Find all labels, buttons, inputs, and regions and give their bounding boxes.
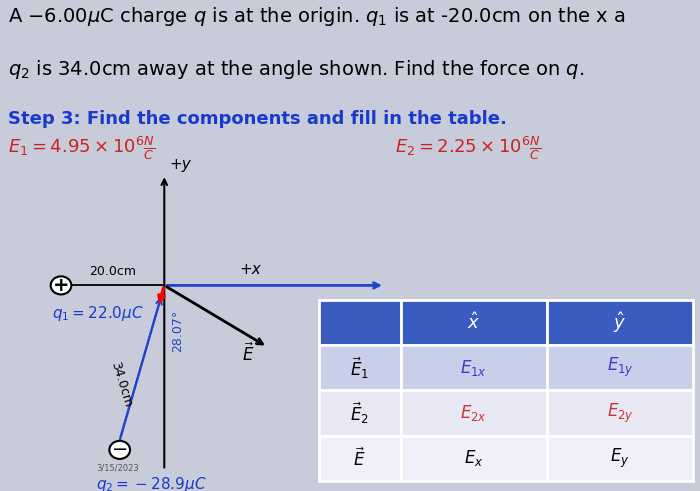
Text: 28.07°: 28.07°: [172, 309, 184, 352]
Text: $\hat{y}$: $\hat{y}$: [613, 310, 626, 335]
Text: $E_{1x}$: $E_{1x}$: [461, 358, 487, 378]
Text: $\vec{E}$: $\vec{E}$: [241, 343, 254, 365]
Text: $\hat{x}$: $\hat{x}$: [468, 312, 481, 333]
Text: +: +: [52, 276, 69, 295]
Text: $\vec{E}_2$: $\vec{E}_2$: [350, 400, 369, 426]
Text: $\vec{E}$: $\vec{E}$: [354, 447, 366, 470]
Text: $\vec{E}_1$: $\vec{E}_1$: [350, 355, 369, 381]
Bar: [318, 345, 401, 390]
Text: $E_2 = 2.25 \times 10^6 \frac{N}{C}$: $E_2 = 2.25 \times 10^6 \frac{N}{C}$: [395, 134, 542, 162]
Text: $E_{2x}$: $E_{2x}$: [461, 403, 487, 423]
Bar: [318, 300, 401, 345]
Bar: [318, 390, 401, 436]
Text: 20.0cm: 20.0cm: [89, 265, 136, 278]
Circle shape: [50, 276, 71, 295]
Text: 34.0cm: 34.0cm: [108, 360, 134, 409]
Bar: [547, 436, 693, 481]
Bar: [547, 300, 693, 345]
Text: A $-$6.00$\mu$C charge $q$ is at the origin. $q_1$ is at -20.0cm on the x a: A $-$6.00$\mu$C charge $q$ is at the ori…: [8, 5, 626, 28]
Bar: [401, 345, 547, 390]
Text: +x: +x: [239, 262, 261, 277]
Text: $q_2$ is 34.0cm away at the angle shown. Find the force on $q$.: $q_2$ is 34.0cm away at the angle shown.…: [8, 58, 584, 82]
Text: $E_1 = 4.95 \times 10^6 \frac{N}{C}$: $E_1 = 4.95 \times 10^6 \frac{N}{C}$: [8, 134, 155, 162]
Bar: [318, 436, 401, 481]
Text: −: −: [111, 440, 128, 460]
Text: $E_{1y}$: $E_{1y}$: [606, 356, 634, 380]
Text: $E_y$: $E_y$: [610, 447, 630, 470]
Text: $q_1 = 22.0\mu C$: $q_1 = 22.0\mu C$: [52, 304, 144, 323]
Circle shape: [109, 441, 130, 459]
Bar: [401, 390, 547, 436]
Bar: [401, 436, 547, 481]
Text: 3/15/2023: 3/15/2023: [96, 463, 139, 472]
Text: $q_2 = -28.9\mu C$: $q_2 = -28.9\mu C$: [96, 475, 206, 491]
Text: +y: +y: [169, 157, 190, 172]
Text: Step 3: Find the components and fill in the table.: Step 3: Find the components and fill in …: [8, 110, 507, 128]
Text: $E_x$: $E_x$: [464, 448, 484, 468]
Bar: [547, 390, 693, 436]
Bar: [547, 345, 693, 390]
Bar: [401, 300, 547, 345]
Text: $E_{2y}$: $E_{2y}$: [606, 402, 634, 425]
